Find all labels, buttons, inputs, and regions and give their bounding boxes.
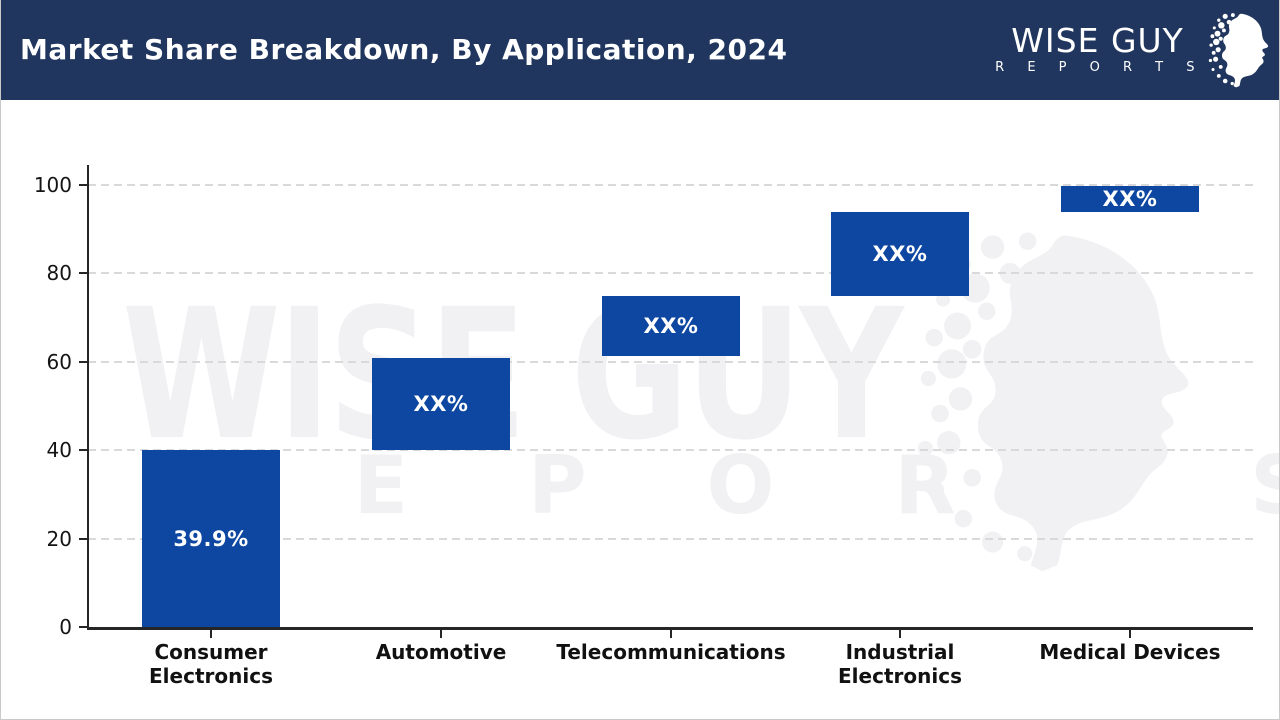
y-axis-label: 0 (59, 615, 72, 639)
x-axis-tick (440, 630, 442, 638)
gridline-80 (88, 272, 1253, 274)
gridline-20 (88, 537, 1253, 540)
logo-head-icon (1206, 8, 1270, 90)
category-label-consumer-electronics: Consumer Electronics (149, 640, 273, 688)
y-axis-line (87, 165, 89, 630)
y-axis-tick (79, 360, 87, 363)
x-axis-tick (670, 630, 672, 638)
bar-value-label: XX% (643, 313, 699, 338)
category-label-automotive: Automotive (375, 640, 507, 664)
gridline-100 (88, 183, 1253, 186)
gridline-60 (88, 360, 1253, 363)
bar-value-label: XX% (413, 391, 469, 416)
bar-value-label: XX% (1102, 187, 1158, 212)
bar-consumer-electronics: 39.9% (142, 450, 280, 627)
y-axis-label: 40 (46, 438, 72, 462)
bar-medical-devices: XX% (1061, 186, 1199, 213)
y-axis-tick (79, 183, 87, 186)
logo-wordmark: WISE GUY (1011, 21, 1184, 60)
y-axis-label: 100 (33, 172, 72, 197)
y-axis-label: 60 (46, 349, 72, 374)
bar-industrial-electronics: XX% (831, 212, 969, 296)
y-axis-tick (79, 537, 87, 540)
logo-text: WISE GUY R E P O R T S (991, 24, 1204, 74)
category-label-telecommunications: Telecommunications (556, 640, 786, 664)
y-axis-label: 20 (46, 526, 72, 551)
x-axis-tick (899, 630, 901, 638)
gridline-40 (88, 449, 1253, 451)
y-axis-tick (79, 272, 87, 274)
x-axis-tick (210, 630, 212, 638)
bar-telecommunications: XX% (602, 295, 740, 356)
wise-guy-logo: WISE GUY R E P O R T S (991, 8, 1270, 90)
y-axis-tick (79, 626, 87, 628)
y-axis-tick (79, 449, 87, 451)
y-axis-label: 80 (46, 261, 72, 285)
bar-value-label: XX% (872, 241, 928, 266)
category-label-industrial-electronics: Industrial Electronics (838, 640, 962, 688)
logo-subtitle: R E P O R T S (995, 60, 1204, 75)
x-axis-line (87, 627, 1253, 630)
page-title: Market Share Breakdown, By Application, … (20, 33, 788, 66)
x-axis-tick (1129, 630, 1131, 638)
watermark-wordmark: WISE GUY (122, 271, 904, 480)
bar-value-label: 39.9% (173, 526, 249, 551)
header: Market Share Breakdown, By Application, … (0, 0, 1280, 100)
bar-automotive: XX% (372, 357, 510, 450)
category-label-medical-devices: Medical Devices (1039, 640, 1221, 664)
